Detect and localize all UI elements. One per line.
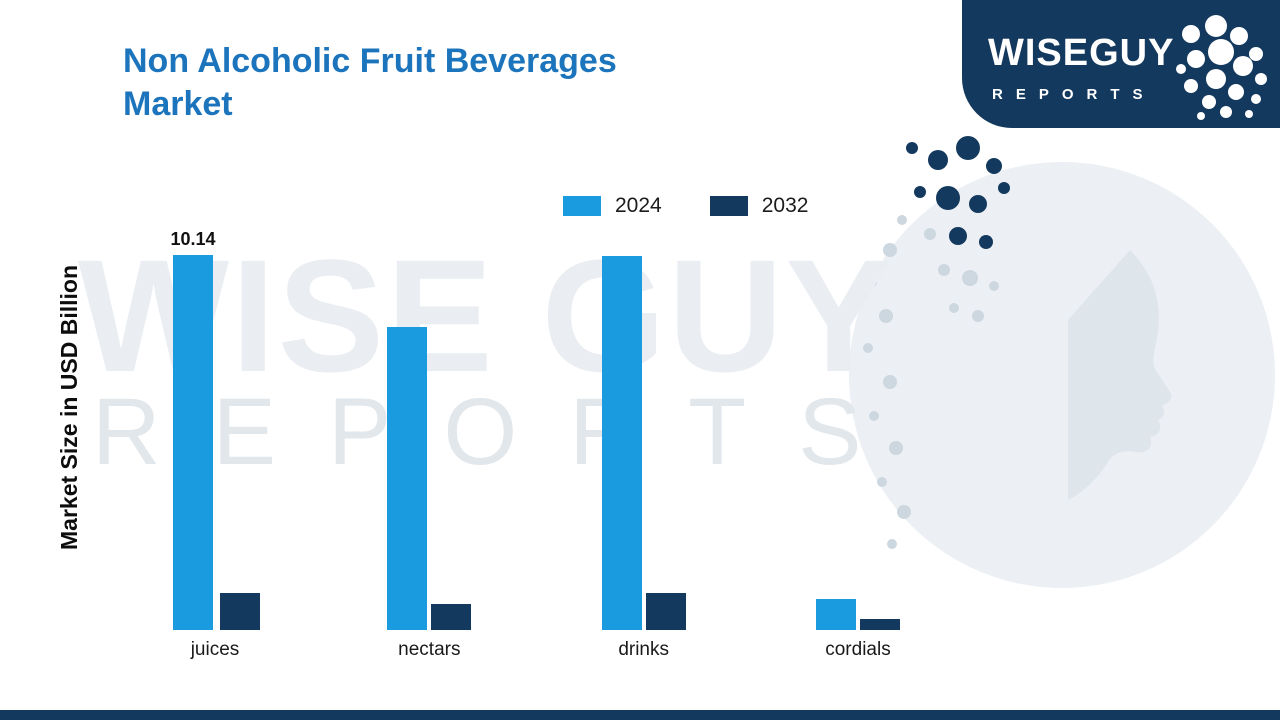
bar-drinks-2032 xyxy=(645,593,686,630)
bars-cordials xyxy=(815,255,900,630)
bar-cordials-2032 xyxy=(859,619,900,630)
bar-cordials-2024 xyxy=(815,599,856,630)
legend-label-2032: 2032 xyxy=(761,194,809,217)
chart-legend: 2024 2032 xyxy=(563,194,808,218)
bar-nectars-2032 xyxy=(431,604,472,630)
bar-group-cordials: cordials xyxy=(815,255,900,662)
legend-item-2032: 2032 xyxy=(709,194,809,218)
legend-item-2024: 2024 xyxy=(563,194,662,218)
bar-drinks-2024 xyxy=(601,256,642,630)
logo-head-icon xyxy=(1176,15,1267,120)
y-axis-label: Market Size in USD Billion xyxy=(56,265,82,551)
footer-bar xyxy=(0,710,1280,720)
bar-value-label-juices: 10.14 xyxy=(170,229,216,249)
bar-wrap-cordials-2032 xyxy=(859,255,900,630)
watermark-sub-text: REPORTS xyxy=(92,379,914,485)
bar-juices-2024 xyxy=(173,255,213,630)
bar-wrap-nectars-2024 xyxy=(387,255,428,630)
bar-wrap-juices-2024: 10.14 xyxy=(170,229,216,630)
category-label-cordials: cordials xyxy=(825,639,891,660)
legend-swatch-2032 xyxy=(709,196,748,216)
brand-logo: WISEGUY REPORTS xyxy=(962,0,1280,128)
bar-wrap-nectars-2032 xyxy=(431,255,472,630)
watermark-face-profile xyxy=(1068,250,1172,500)
bar-wrap-drinks-2032 xyxy=(645,255,686,630)
logo-brand-text: WISEGUY xyxy=(988,32,1175,74)
gray-dots-cluster xyxy=(863,215,999,549)
category-label-drinks: drinks xyxy=(618,639,669,660)
navy-dots-cluster xyxy=(906,136,1010,249)
bars-nectars xyxy=(387,255,472,630)
page-title: Non Alcoholic Fruit Beverages Market xyxy=(123,42,617,123)
bar-group-juices: 10.14 juices xyxy=(170,229,260,662)
watermark-head-circle xyxy=(849,162,1275,588)
category-label-nectars: nectars xyxy=(398,639,461,660)
bar-wrap-drinks-2024 xyxy=(601,255,642,630)
bars-juices: 10.14 xyxy=(170,229,260,630)
legend-swatch-2024 xyxy=(563,196,601,216)
legend-label-2024: 2024 xyxy=(615,194,662,217)
bar-group-drinks: drinks xyxy=(601,255,686,662)
bar-nectars-2024 xyxy=(387,327,428,630)
watermark-brand-text: WISE GUY xyxy=(78,226,895,405)
category-label-juices: juices xyxy=(190,639,240,660)
logo-sub-text: REPORTS xyxy=(992,86,1156,103)
bar-wrap-juices-2032 xyxy=(219,255,260,630)
bar-chart: 10.14 juices nectars drinks cordials xyxy=(170,229,900,662)
bar-wrap-cordials-2024 xyxy=(815,255,856,630)
bars-drinks xyxy=(601,255,686,630)
bar-group-nectars: nectars xyxy=(387,255,472,662)
bar-juices-2032 xyxy=(219,593,260,630)
